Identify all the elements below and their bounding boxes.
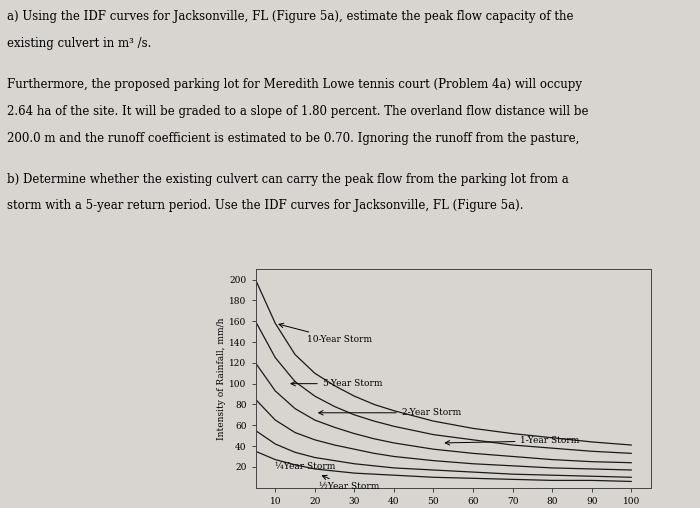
Text: storm with a 5-year return period. Use the IDF curves for Jacksonville, FL (Figu: storm with a 5-year return period. Use t… xyxy=(7,200,524,212)
Text: existing culvert in m³ /s.: existing culvert in m³ /s. xyxy=(7,37,151,50)
Text: 2-Year Storm: 2-Year Storm xyxy=(318,408,461,417)
Y-axis label: Intensity of Rainfall, mm/h: Intensity of Rainfall, mm/h xyxy=(218,317,226,440)
Text: Furthermore, the proposed parking lot for Meredith Lowe tennis court (Problem 4a: Furthermore, the proposed parking lot fo… xyxy=(7,78,582,91)
Text: 10-Year Storm: 10-Year Storm xyxy=(279,323,372,344)
Text: 5-Year Storm: 5-Year Storm xyxy=(291,379,382,388)
Text: ¼Year Storm: ¼Year Storm xyxy=(275,462,336,471)
Text: 1-Year Storm: 1-Year Storm xyxy=(445,436,580,446)
Text: a) Using the IDF curves for Jacksonville, FL (Figure 5a), estimate the peak flow: a) Using the IDF curves for Jacksonville… xyxy=(7,10,573,23)
Text: ½Year Storm: ½Year Storm xyxy=(318,475,379,491)
Text: 2.64 ha of the site. It will be graded to a slope of 1.80 percent. The overland : 2.64 ha of the site. It will be graded t… xyxy=(7,105,589,118)
Text: 200.0 m and the runoff coefficient is estimated to be 0.70. Ignoring the runoff : 200.0 m and the runoff coefficient is es… xyxy=(7,132,580,145)
Text: b) Determine whether the existing culvert can carry the peak flow from the parki: b) Determine whether the existing culver… xyxy=(7,173,568,185)
